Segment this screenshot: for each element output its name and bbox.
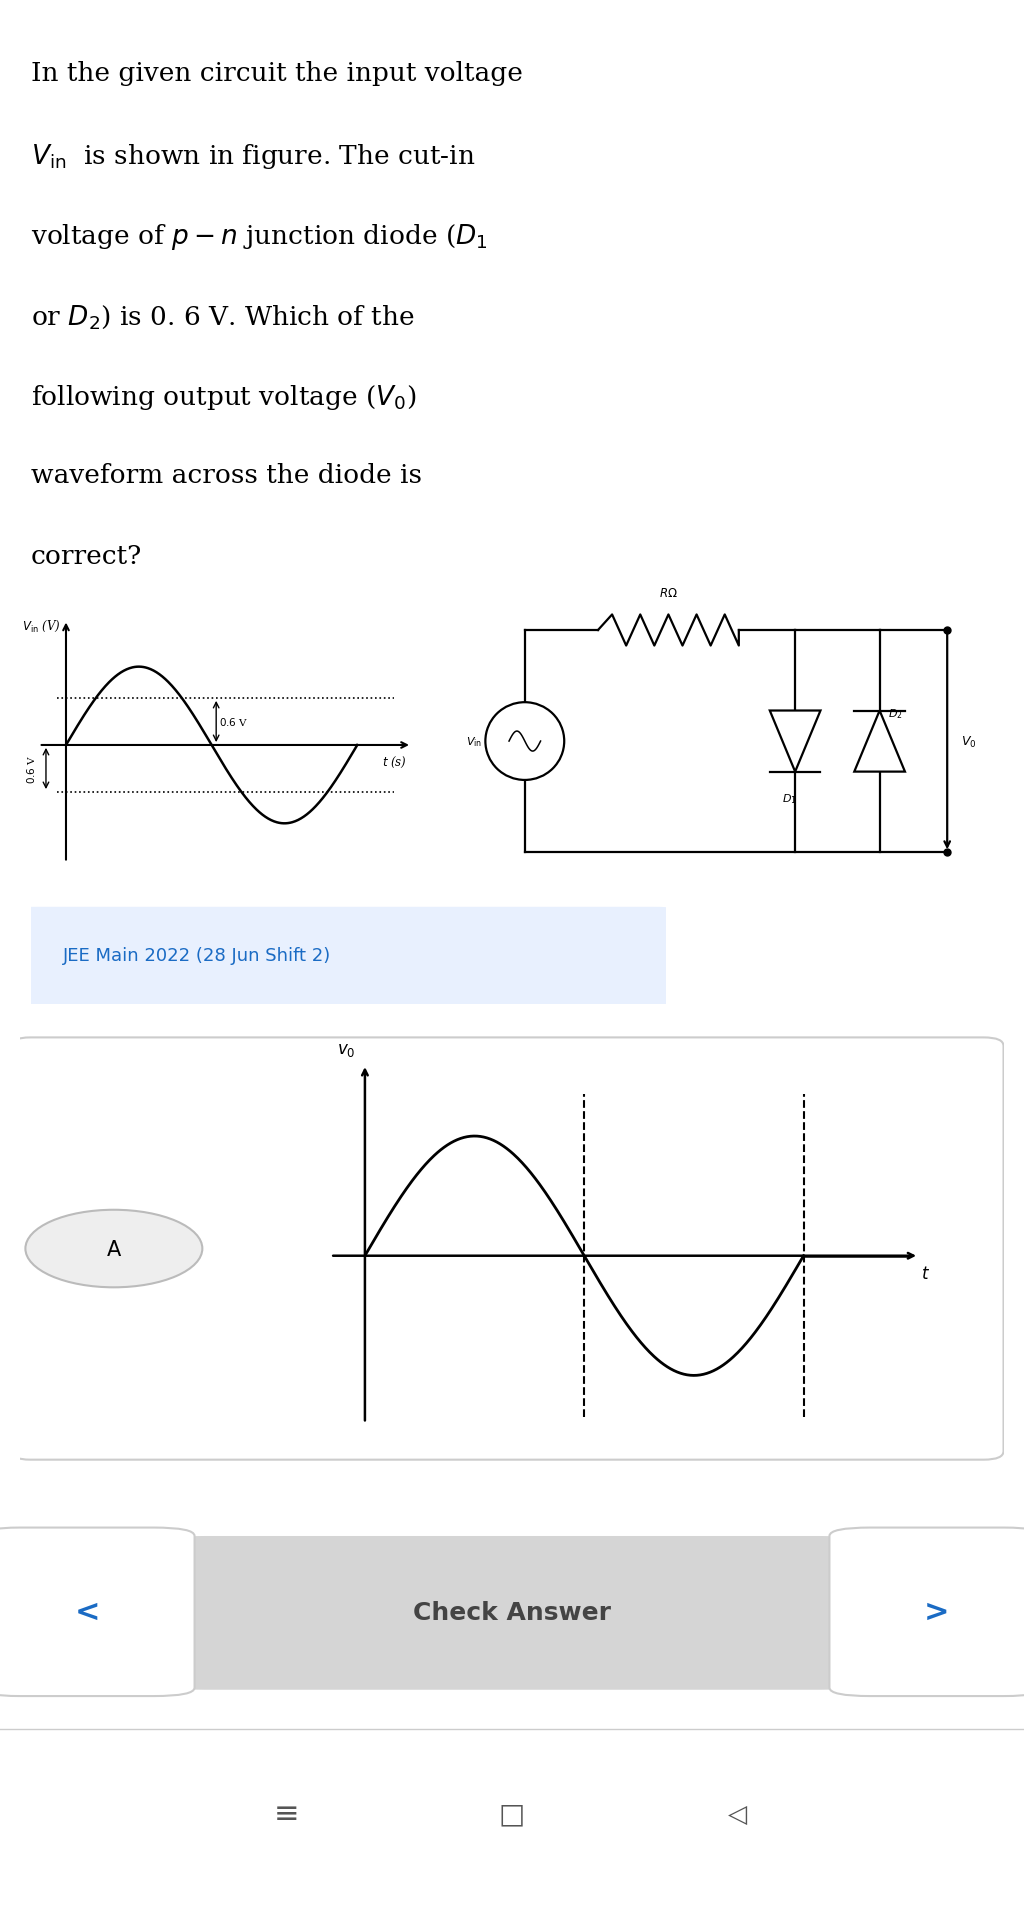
Text: ◁: ◁ [728, 1801, 746, 1826]
Text: or $D_2$) is 0. 6 V. Which of the: or $D_2$) is 0. 6 V. Which of the [31, 302, 415, 331]
Text: A: A [106, 1238, 121, 1259]
Text: <: < [75, 1598, 99, 1627]
Text: $t$: $t$ [922, 1265, 931, 1282]
Text: $0.6$ V: $0.6$ V [219, 716, 249, 727]
Text: $V_{\mathrm{in}}$  is shown in figure. The cut-in: $V_{\mathrm{in}}$ is shown in figure. Th… [31, 142, 475, 170]
Text: JEE Main 2022 (28 Jun Shift 2): JEE Main 2022 (28 Jun Shift 2) [62, 946, 331, 965]
Text: $v_0$: $v_0$ [337, 1041, 355, 1058]
Polygon shape [854, 712, 905, 771]
Text: $R\Omega$: $R\Omega$ [659, 588, 678, 601]
Text: □: □ [499, 1799, 525, 1828]
Text: ≡: ≡ [274, 1799, 299, 1828]
Text: $D_2$: $D_2$ [888, 706, 903, 722]
FancyBboxPatch shape [5, 907, 685, 1005]
Text: Check Answer: Check Answer [413, 1600, 611, 1623]
FancyBboxPatch shape [164, 1537, 860, 1690]
Text: In the given circuit the input voltage: In the given circuit the input voltage [31, 61, 522, 86]
Text: waveform across the diode is: waveform across the diode is [31, 463, 422, 488]
Text: $V_0$: $V_0$ [962, 735, 977, 748]
FancyBboxPatch shape [829, 1527, 1024, 1696]
Text: voltage of $p - n$ junction diode ($D_1$: voltage of $p - n$ junction diode ($D_1$ [31, 222, 487, 253]
Text: correct?: correct? [31, 544, 142, 568]
Circle shape [26, 1210, 203, 1288]
Text: $V_{\mathrm{in}}$: $V_{\mathrm{in}}$ [466, 735, 482, 748]
Text: $V_{\mathrm{in}}$ (V): $V_{\mathrm{in}}$ (V) [23, 618, 61, 634]
FancyBboxPatch shape [10, 1037, 1004, 1460]
Polygon shape [770, 712, 820, 771]
Circle shape [485, 702, 564, 781]
Text: following output voltage ($V_0$): following output voltage ($V_0$) [31, 383, 416, 412]
Text: $0.6$ V: $0.6$ V [25, 754, 37, 785]
FancyBboxPatch shape [0, 1527, 195, 1696]
Text: $t$ (s): $t$ (s) [382, 754, 408, 769]
Text: $D_1$: $D_1$ [782, 792, 797, 806]
Text: >: > [925, 1598, 949, 1627]
